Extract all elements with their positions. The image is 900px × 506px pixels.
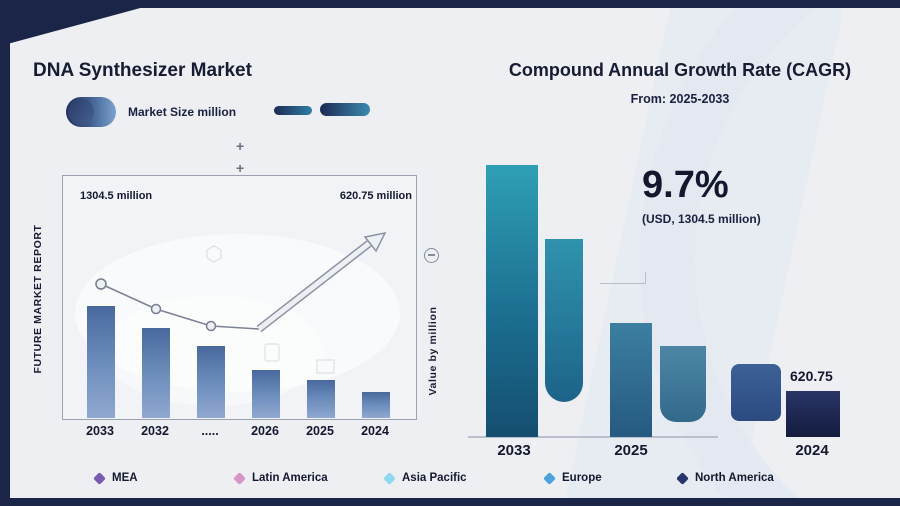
- right-x-label: 2024: [795, 442, 829, 459]
- left-bar-.....: [197, 346, 225, 418]
- left-x-axis: 2033 2032..... 2026 2025 2024: [62, 424, 417, 440]
- ghost-hexagon-icon: [206, 245, 222, 263]
- legend-label: Latin America: [252, 472, 328, 484]
- frame-left: [0, 0, 10, 506]
- market-size-cylinder-icon: [66, 97, 116, 127]
- trend-marker: [95, 278, 107, 290]
- left-bar-2024: [362, 392, 390, 418]
- cagr-value: 9.7%: [642, 164, 729, 206]
- right-bar: [786, 391, 840, 437]
- left-x-label: 2024: [361, 424, 389, 438]
- right-x-label: 2025: [614, 442, 648, 459]
- left-bar-2026: [252, 370, 280, 418]
- legend-diamond-icon: [93, 471, 106, 485]
- left-bars-group: [63, 176, 416, 419]
- right-chart-plot-area: 620.75 2033 2025 2024: [460, 160, 860, 459]
- left-chart-min-annotation: 620.75 million: [339, 190, 412, 202]
- plus-icon: +: [236, 160, 245, 176]
- trend-arrow-shaft: [257, 240, 373, 331]
- trend-line: [100, 283, 260, 330]
- trend-overlay: [95, 231, 387, 374]
- step-line-decor: [600, 272, 646, 284]
- trend-marker: [205, 320, 217, 332]
- legend-label: MEA: [112, 472, 138, 484]
- cagr-note: (USD, 1304.5 million): [642, 212, 761, 226]
- legend-pill-icon: [320, 103, 370, 116]
- left-bar-2032: [142, 328, 170, 418]
- left-x-label: 2032: [141, 424, 169, 438]
- legend-diamond-icon: [383, 471, 396, 485]
- ghost-clipboard-icon: [264, 343, 280, 362]
- legend-label: North America: [695, 472, 774, 484]
- legend-diamond-icon: [676, 471, 689, 485]
- region-legend: MEA Latin America Asia Pacific Europe North …: [0, 462, 900, 506]
- circle-minus-icon: [424, 248, 439, 263]
- left-chart-plot-area: [62, 175, 417, 420]
- ghost-chart-icon: [316, 359, 335, 374]
- legend-label: Europe: [562, 472, 602, 484]
- right-y-axis-label: Value by million: [427, 306, 439, 396]
- legend-item-mea: MEA: [93, 471, 138, 485]
- corner-triangle: [0, 0, 170, 46]
- left-chart-max-annotation: 1304.5 million: [80, 190, 153, 202]
- right-x-label: 2033: [497, 442, 531, 459]
- right-bar: [545, 239, 583, 402]
- legend-diamond-icon: [233, 471, 246, 485]
- legend-label: Asia Pacific: [402, 472, 467, 484]
- right-bar: [660, 346, 706, 422]
- right-x-axis-line: [468, 436, 718, 438]
- right-bar-value-label: 620.75: [790, 368, 833, 384]
- right-bars-group: [460, 160, 860, 437]
- right-bar: [610, 323, 652, 437]
- right-bar: [486, 165, 538, 437]
- legend-diamond-icon: [543, 471, 556, 485]
- plus-icon: +: [236, 138, 245, 154]
- left-vertical-brand-label: FUTURE MARKET REPORT: [32, 224, 44, 374]
- legend-pill-icon: [274, 106, 312, 115]
- left-x-label: .....: [201, 424, 219, 438]
- left-bar-2033: [87, 306, 115, 418]
- frame-top: [0, 0, 900, 8]
- legend-item-europe: Europe: [543, 471, 602, 485]
- right-chart-subtitle: From: 2025-2033: [630, 92, 730, 106]
- legend-item-asia-pacific: Asia Pacific: [383, 471, 467, 485]
- trend-arrow-head: [363, 231, 387, 253]
- frame-bottom: [0, 498, 900, 506]
- left-x-label: 2033: [86, 424, 114, 438]
- left-x-label: 2025: [306, 424, 334, 438]
- legend-item-latin-america: Latin America: [233, 471, 328, 485]
- right-chart-title: Compound Annual Growth Rate (CAGR): [508, 60, 852, 80]
- left-bar-2025: [307, 380, 335, 418]
- left-chart-title: DNA Synthesizer Market: [33, 60, 252, 81]
- right-bar: [731, 364, 781, 421]
- legend-item-north-america: North America: [676, 471, 774, 485]
- market-size-legend-label: Market Size million: [128, 105, 237, 119]
- left-x-label: 2026: [251, 424, 279, 438]
- trend-marker: [150, 303, 162, 315]
